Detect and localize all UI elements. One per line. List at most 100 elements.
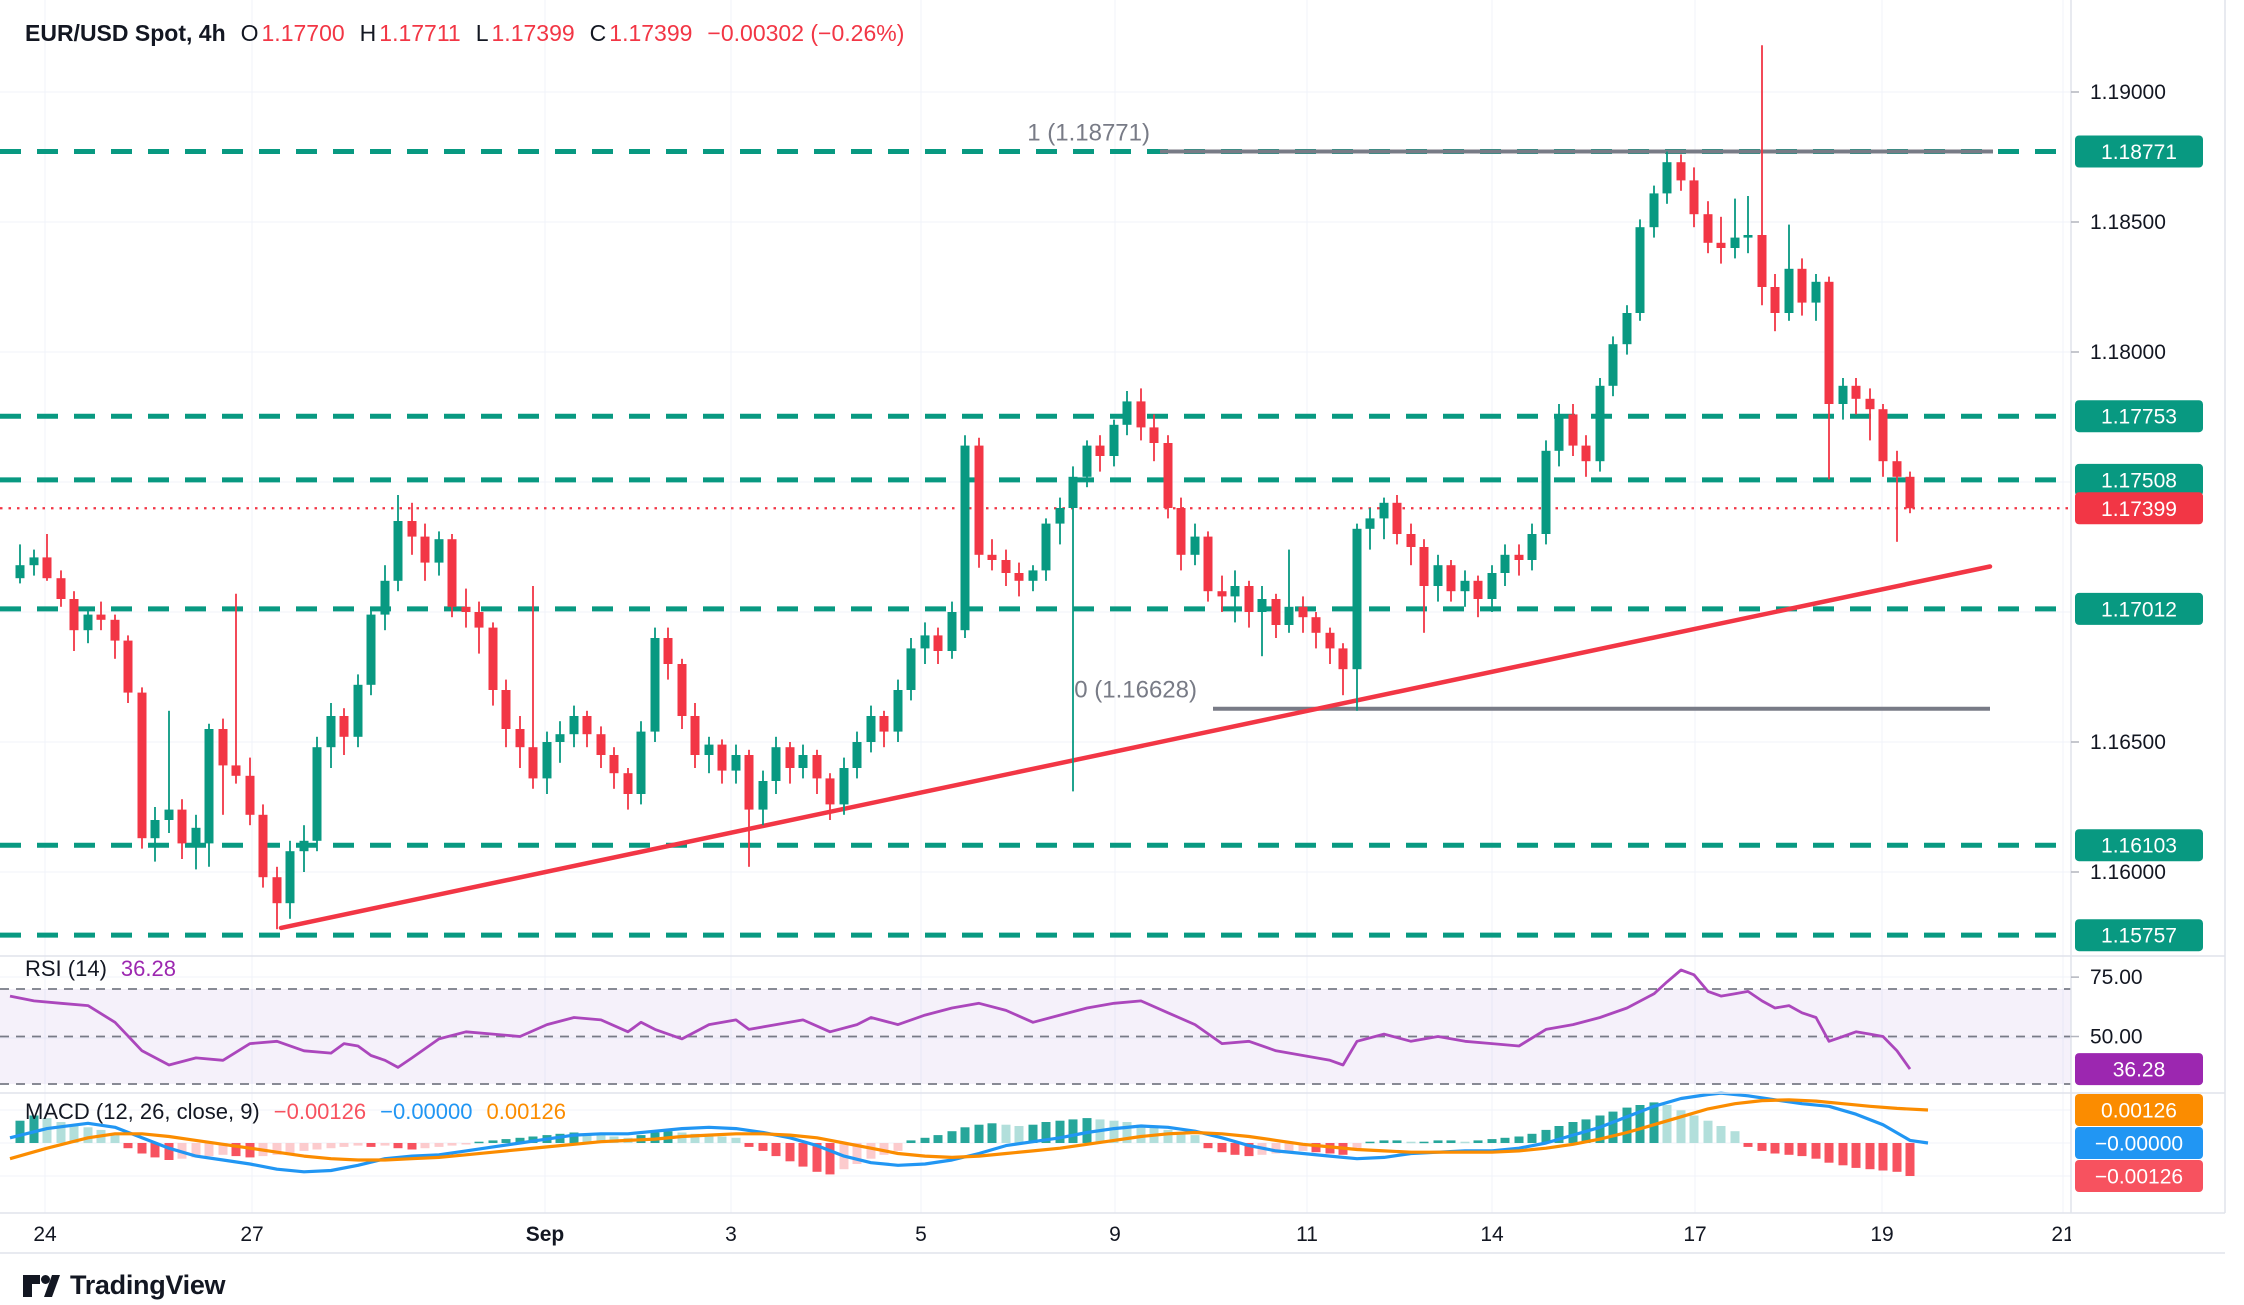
candle	[1014, 573, 1024, 581]
candle	[258, 814, 268, 878]
horizontal-support-resistance-lines[interactable]	[0, 149, 2071, 938]
candle	[488, 627, 498, 690]
candle	[731, 755, 741, 771]
candle	[866, 716, 876, 742]
price-level-badge: 1.17753	[2075, 400, 2203, 433]
candle	[906, 648, 916, 690]
candle	[920, 635, 930, 649]
candle	[1676, 162, 1686, 181]
candle	[1433, 565, 1443, 586]
candle	[555, 734, 565, 742]
candle	[812, 755, 822, 779]
candle	[272, 877, 282, 904]
candle	[1770, 287, 1780, 313]
candle	[326, 716, 336, 748]
candle	[137, 692, 147, 839]
ohlc-high: H 1.17711	[359, 20, 461, 46]
candle	[1662, 162, 1672, 194]
candle	[987, 554, 997, 560]
candle	[879, 716, 889, 732]
candle	[1514, 554, 1524, 560]
chart-legend: EUR/USD Spot, 4h O 1.17700 H 1.17711 L 1.17…	[25, 20, 904, 47]
ohlc-open: O 1.17700	[240, 20, 345, 46]
candle	[1703, 214, 1713, 243]
svg-text:1.17753: 1.17753	[2101, 406, 2177, 429]
candle	[1757, 235, 1767, 287]
candle	[1109, 424, 1119, 456]
svg-text:−0.00000: −0.00000	[2095, 1133, 2183, 1156]
candle	[29, 557, 39, 566]
candle	[1851, 385, 1861, 399]
candle	[1797, 268, 1807, 303]
candle	[1419, 547, 1429, 586]
price-axis[interactable]: 1.19000 1.18500 1.18000 1.16500 1.16000 75.00…	[2071, 81, 2203, 1192]
candle	[339, 716, 349, 737]
candle	[1311, 617, 1321, 633]
candle	[69, 599, 79, 631]
price-level-badge: 1.15757	[2075, 919, 2203, 952]
ohlc-close: C 1.17399	[589, 20, 693, 46]
macd-signal-line[interactable]	[9, 1098, 1929, 1162]
rsi-name[interactable]: RSI (14)	[25, 956, 107, 981]
fib-retracement[interactable]: 1 (1.18771) 0 (1.16628)	[1027, 120, 1993, 711]
candle	[785, 747, 795, 768]
candle	[717, 744, 727, 771]
price-level-badge: 1.17508	[2075, 463, 2203, 496]
rsi-line[interactable]	[9, 968, 1912, 1070]
svg-text:1.15757: 1.15757	[2101, 925, 2177, 948]
candle	[1244, 586, 1254, 612]
time-axis[interactable]: 24 27 Sep 3 5 9 11 14 17 19 21	[33, 1223, 2074, 1246]
candle	[245, 775, 255, 815]
candle	[974, 445, 984, 555]
candle	[947, 612, 957, 651]
candle	[15, 565, 25, 579]
candle	[123, 640, 133, 693]
candle	[1473, 580, 1483, 599]
svg-text:14: 14	[1480, 1223, 1504, 1246]
current-price-badge: 1.17399	[2075, 492, 2203, 525]
candle	[636, 731, 646, 794]
tradingview-logo[interactable]: TradingView	[22, 1270, 226, 1301]
svg-text:1.18000: 1.18000	[2090, 341, 2166, 364]
candle	[1271, 599, 1281, 625]
svg-text:3: 3	[725, 1223, 737, 1246]
symbol-title[interactable]: EUR/USD Spot, 4h	[25, 20, 226, 46]
price-level-badge: 1.16103	[2075, 829, 2203, 862]
rsi-value-badge: 36.28	[2075, 1053, 2203, 1086]
candle	[177, 809, 187, 844]
price-level-badge: 1.18771	[2075, 135, 2203, 168]
candles-layer	[15, 45, 1915, 930]
fib-label-0: 0 (1.16628)	[1074, 677, 1197, 704]
pane-separators[interactable]	[0, 0, 2226, 1254]
candle	[1716, 242, 1726, 248]
candle	[852, 742, 862, 768]
candle	[960, 445, 970, 631]
candle	[1878, 409, 1888, 462]
candle	[1838, 385, 1848, 404]
candle	[1784, 268, 1794, 313]
macd-line-value: −0.00000	[380, 1099, 473, 1124]
candle	[204, 729, 214, 844]
macd-value-badge: 0.00126	[2075, 1094, 2203, 1126]
macd-line[interactable]	[9, 1091, 1929, 1174]
candle	[690, 716, 700, 755]
svg-text:1.16500: 1.16500	[2090, 731, 2166, 754]
candle	[110, 619, 120, 641]
candle	[1392, 502, 1402, 534]
candle	[1487, 573, 1497, 599]
candle	[528, 747, 538, 779]
candle	[1055, 508, 1065, 524]
candle	[1284, 606, 1294, 625]
macd-name[interactable]: MACD (12, 26, close, 9)	[25, 1099, 260, 1124]
candle	[1527, 534, 1537, 560]
price-change: −0.00302 (−0.26%)	[707, 20, 905, 46]
candle	[1689, 180, 1699, 215]
rsi-value: 36.28	[120, 956, 176, 981]
candle	[312, 747, 322, 841]
candle	[1176, 508, 1186, 555]
svg-text:1.18771: 1.18771	[2101, 141, 2177, 164]
candle	[42, 557, 52, 579]
ascending-trend-line[interactable]	[278, 564, 1993, 931]
candle	[1460, 580, 1470, 592]
